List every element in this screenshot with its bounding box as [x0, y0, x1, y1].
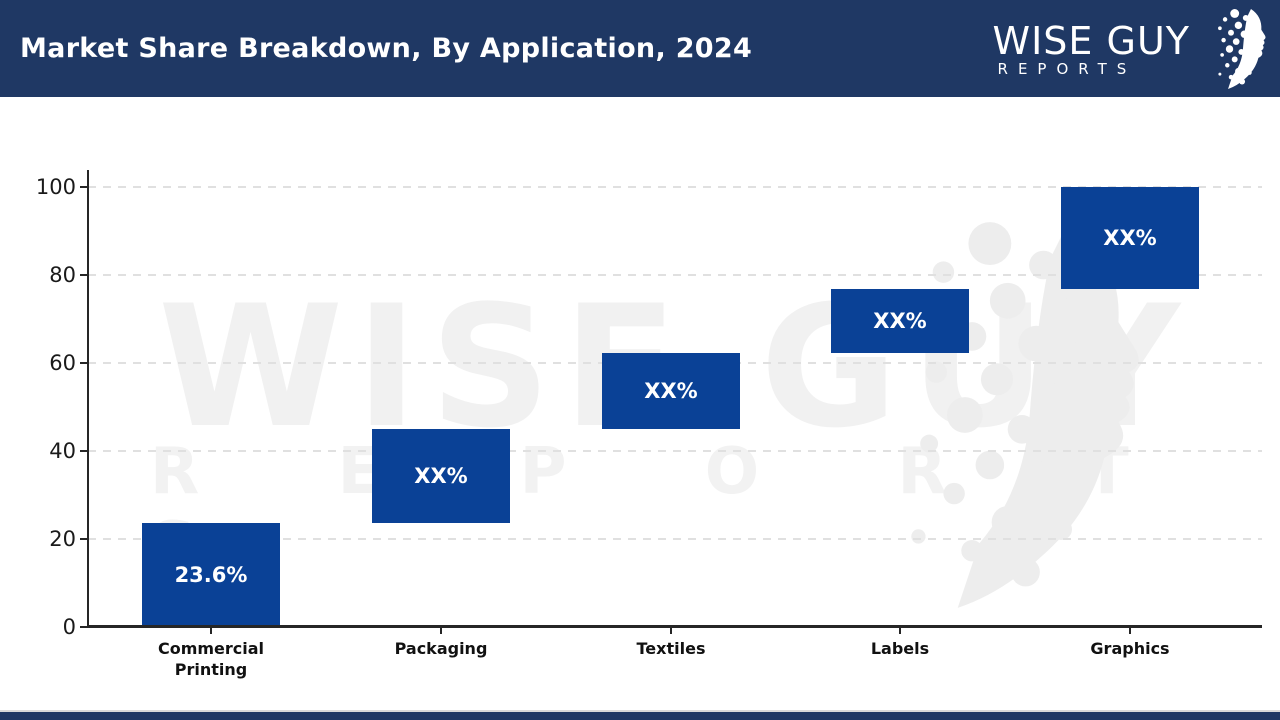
- bar-value-label: XX%: [644, 378, 698, 403]
- y-tick-mark: [80, 362, 88, 364]
- face-dots-icon: [1218, 9, 1266, 89]
- gridline: [88, 450, 1262, 452]
- y-tick-mark: [80, 274, 88, 276]
- bar-labels: XX%: [831, 289, 969, 353]
- bar-graphics: XX%: [1061, 187, 1199, 290]
- bar-value-label: 23.6%: [174, 563, 248, 588]
- bar-value-label: XX%: [873, 308, 927, 333]
- gridline: [88, 538, 1262, 540]
- y-tick-label: 60: [49, 351, 76, 375]
- y-tick-mark: [80, 538, 88, 540]
- bar-value-label: XX%: [1103, 226, 1157, 251]
- gridline: [88, 186, 1262, 188]
- category-label: Packaging: [394, 639, 488, 658]
- category-label: Textiles: [636, 639, 706, 658]
- x-tick-mark: [670, 627, 672, 634]
- x-tick-mark: [440, 627, 442, 634]
- bar-commercial-printing: 23.6%: [142, 523, 280, 627]
- bar-value-label: XX%: [414, 464, 468, 489]
- header: Market Share Breakdown, By Application, …: [0, 0, 1280, 97]
- category-label: Commercial Printing: [157, 639, 265, 679]
- y-tick-mark: [80, 450, 88, 452]
- y-tick-mark: [80, 186, 88, 188]
- page-title: Market Share Breakdown, By Application, …: [20, 33, 753, 64]
- brand-name: WISE GUY: [992, 18, 1190, 63]
- watermark-text-line2: R E P O R T S: [150, 435, 1187, 583]
- y-tick-label: 40: [49, 439, 76, 463]
- y-tick-mark: [80, 626, 88, 628]
- bar-textiles: XX%: [602, 352, 740, 429]
- x-tick-mark: [899, 627, 901, 634]
- category-label: Labels: [870, 639, 930, 658]
- watermark-face-icon: [909, 222, 1139, 608]
- category-label: Graphics: [1090, 639, 1170, 658]
- x-tick-mark: [1129, 627, 1131, 634]
- footer-bar: [0, 710, 1280, 720]
- x-axis-line: [87, 625, 1262, 628]
- x-tick-mark: [210, 627, 212, 634]
- brand-logo: WISE GUY REPORTS: [993, 4, 1268, 94]
- bar-packaging: XX%: [372, 429, 510, 524]
- y-tick-label: 100: [35, 175, 76, 199]
- y-tick-label: 20: [49, 527, 76, 551]
- y-tick-label: 0: [62, 615, 76, 639]
- brand-subtitle: REPORTS: [997, 60, 1137, 79]
- brand-text: WISE GUY REPORTS: [992, 18, 1190, 79]
- y-tick-label: 80: [49, 263, 76, 287]
- gridline: [88, 274, 1262, 276]
- y-axis-line: [87, 170, 89, 627]
